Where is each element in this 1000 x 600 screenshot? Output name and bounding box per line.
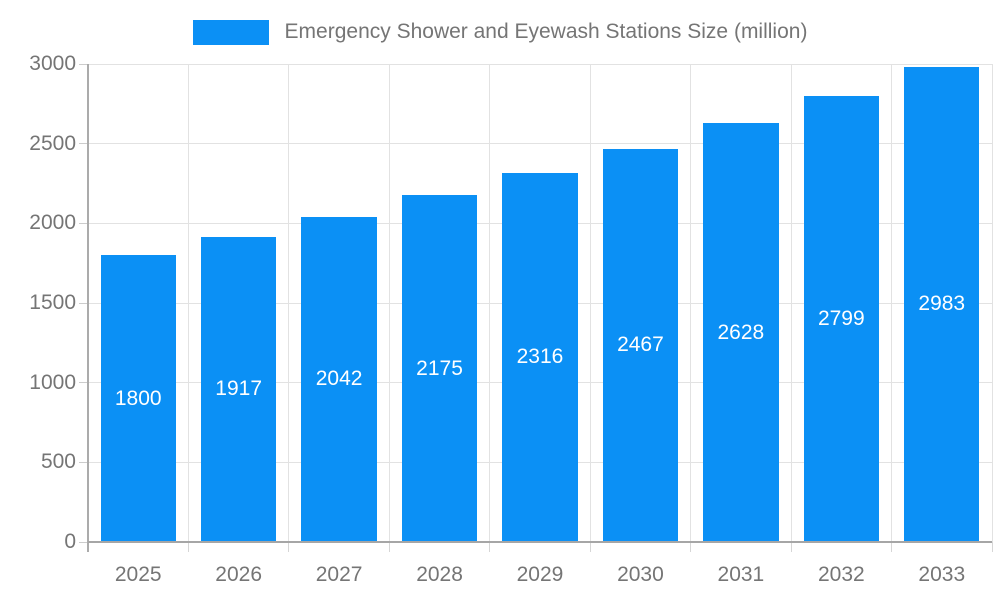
x-axis-tick: [187, 542, 189, 552]
v-gridline: [790, 64, 792, 542]
legend-swatch-icon: [192, 19, 269, 45]
y-axis-line: [87, 64, 89, 552]
bar-slot: 1800: [88, 64, 188, 542]
h-gridline: [88, 143, 992, 145]
y-axis-tick: [79, 302, 88, 304]
y-axis-label: 2000: [29, 211, 76, 235]
bar-slot: 2467: [590, 64, 690, 542]
y-axis-label: 0: [64, 530, 76, 553]
plot-area: 1800 1917 2042 2175 2316 2467 2628 2799 2983: [79, 63, 993, 552]
bar-value-label: 2467: [617, 333, 664, 357]
y-axis-label: 3000: [29, 52, 76, 75]
x-axis-label: 2028: [416, 563, 463, 586]
bar-value-label: 1800: [114, 386, 162, 410]
bar-2029[interactable]: 2316: [502, 172, 578, 542]
v-gridline: [891, 64, 893, 542]
y-axis-tick: [79, 461, 88, 463]
x-axis-label: 2029: [516, 563, 564, 586]
bar-value-label: 2628: [717, 320, 765, 344]
v-gridline: [690, 64, 692, 542]
x-axis-label: 2031: [717, 563, 765, 586]
bar-2033[interactable]: 2983: [904, 66, 980, 542]
bar-value-label: 1917: [215, 377, 262, 401]
bar-slot: 2628: [691, 64, 791, 542]
bar-slot: 2175: [389, 64, 489, 542]
y-axis-tick: [79, 541, 88, 543]
y-axis-tick: [79, 222, 88, 224]
y-axis-tick: [79, 382, 88, 384]
v-gridline: [991, 64, 993, 542]
x-axis-tick: [991, 542, 993, 552]
v-gridline: [187, 64, 189, 542]
x-axis-tick: [388, 542, 390, 552]
bar-slot: 2042: [289, 64, 389, 542]
x-axis-line: [88, 541, 992, 543]
x-axis-tick: [589, 542, 591, 552]
legend[interactable]: Emergency Shower and Eyewash Stations Si…: [0, 14, 1000, 50]
v-gridline: [589, 64, 591, 542]
x-axis-tick: [891, 542, 893, 552]
bar-slot: 2799: [791, 64, 891, 542]
bar-2030[interactable]: 2467: [602, 148, 679, 542]
x-axis-tick: [288, 542, 290, 552]
x-axis-label: 2027: [315, 563, 363, 586]
h-gridline: [88, 63, 992, 65]
y-axis-tick: [79, 143, 88, 145]
v-gridline: [288, 64, 290, 542]
x-axis-tick: [790, 542, 792, 552]
x-axis-label: 2033: [918, 563, 966, 586]
v-gridline: [388, 64, 390, 542]
bar-2026[interactable]: 1917: [200, 236, 277, 542]
bar-2028[interactable]: 2175: [401, 195, 478, 542]
bar-slot: 2983: [892, 64, 992, 542]
bar-value-label: 2316: [516, 345, 564, 369]
y-axis-label: 2500: [29, 131, 76, 155]
legend-label: Emergency Shower and Eyewash Stations Si…: [284, 20, 808, 43]
x-axis-tick: [690, 542, 692, 552]
y-axis-label: 1000: [29, 370, 76, 394]
v-gridline: [489, 64, 491, 542]
bar-slot: 1917: [188, 64, 288, 542]
bar-2032[interactable]: 2799: [803, 96, 879, 542]
bar-2027[interactable]: 2042: [301, 216, 377, 542]
bar-value-label: 2983: [918, 292, 966, 316]
bar-2025[interactable]: 1800: [100, 255, 176, 542]
bar-2031[interactable]: 2628: [703, 123, 779, 542]
bar-value-label: 2799: [817, 307, 865, 331]
x-axis-label: 2030: [617, 563, 664, 586]
y-axis-label: 1500: [29, 291, 76, 314]
x-axis-label: 2032: [817, 563, 865, 586]
x-axis-label: 2025: [114, 563, 162, 586]
bar-slot: 2316: [490, 64, 590, 542]
bar-value-label: 2042: [315, 367, 363, 391]
y-axis-label: 500: [40, 450, 76, 474]
x-axis-tick: [489, 542, 491, 552]
bar-value-label: 2175: [416, 356, 463, 380]
x-axis-label: 2026: [215, 563, 263, 586]
y-axis-tick: [79, 63, 88, 65]
